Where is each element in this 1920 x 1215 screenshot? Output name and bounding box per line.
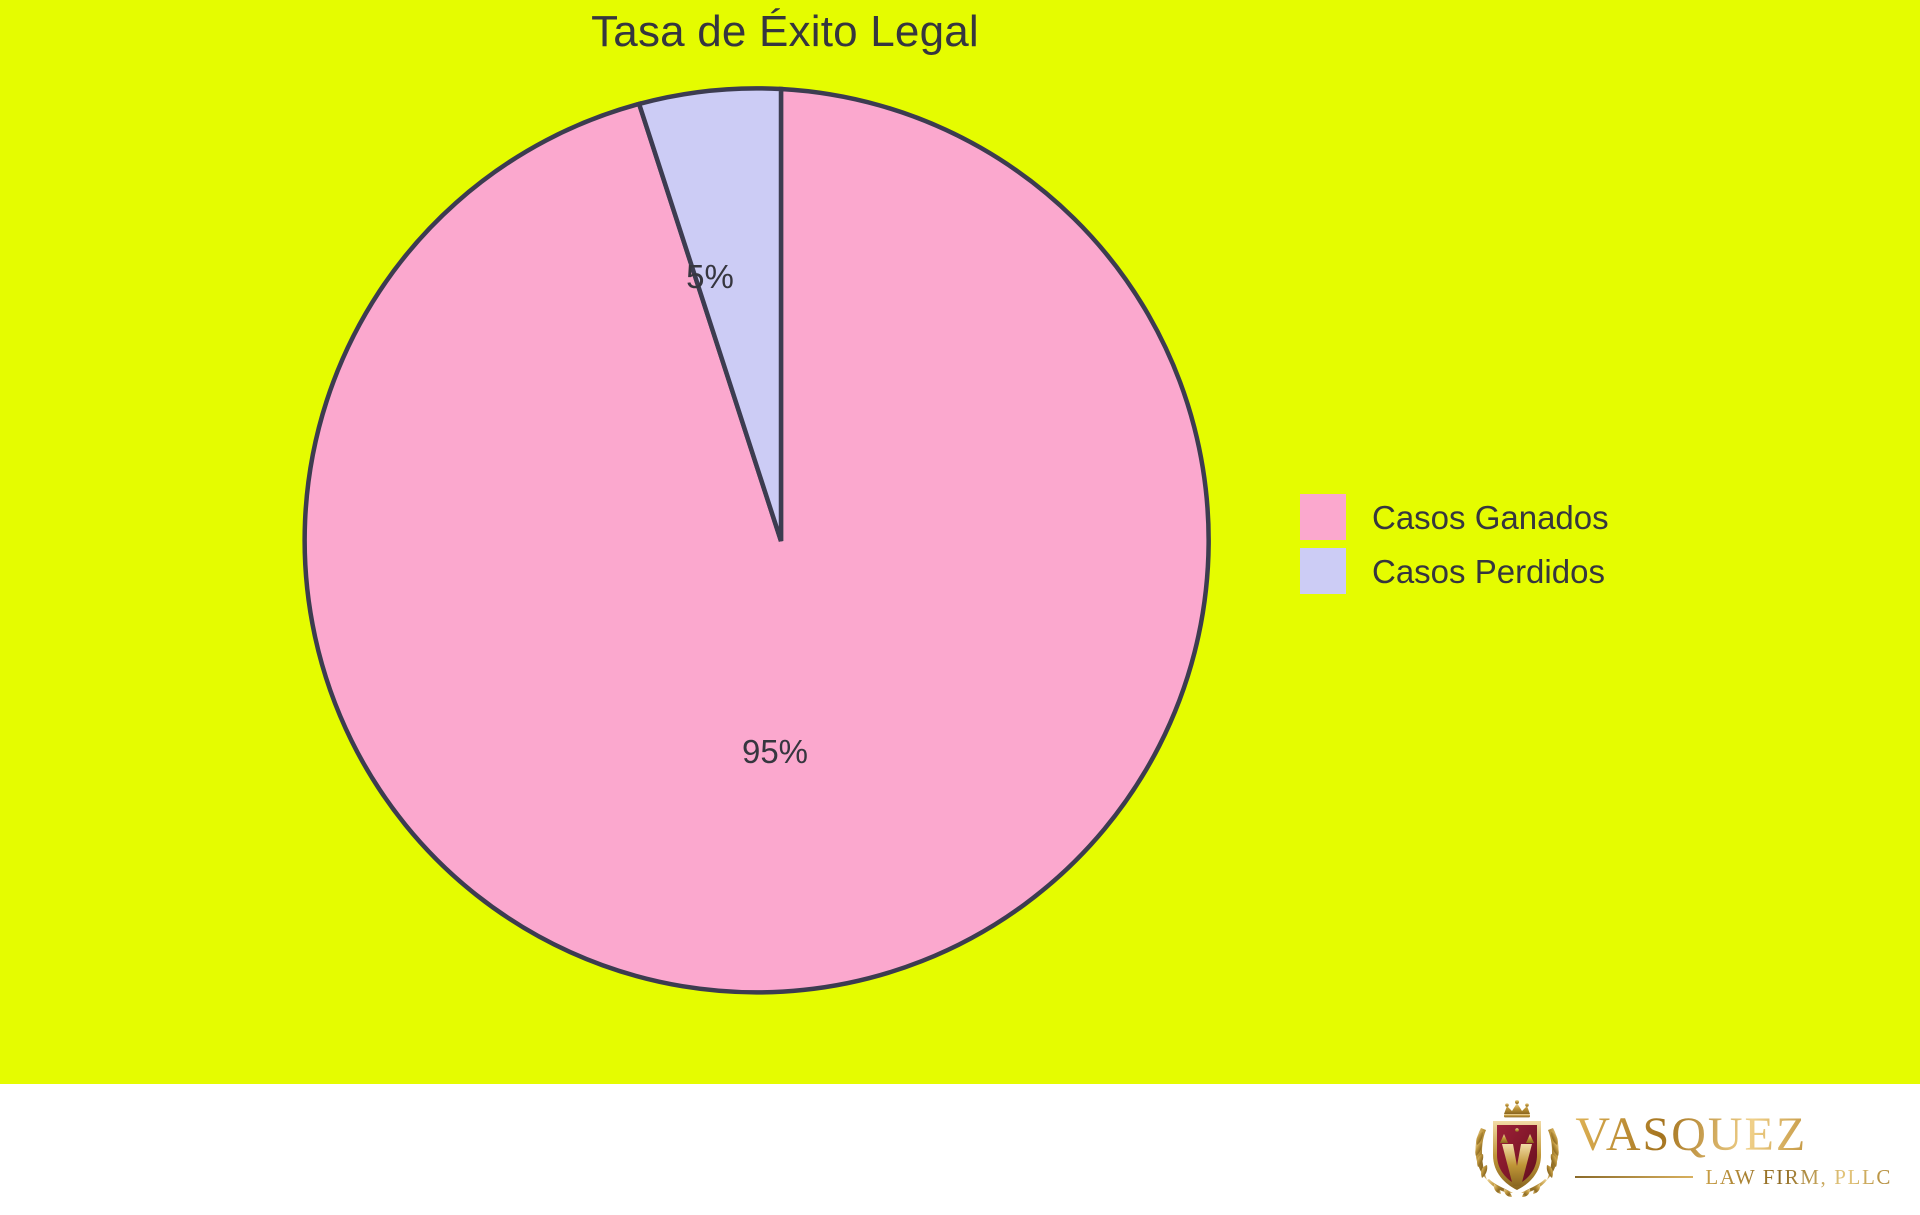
shield-crest-icon <box>1475 1100 1560 1197</box>
letter-v-monogram <box>1502 1144 1533 1186</box>
logo-wordmark: VASQUEZ <box>1575 1110 1892 1159</box>
crown-icon <box>1504 1100 1531 1118</box>
legend-swatch-icon-casos-perdidos <box>1300 548 1346 594</box>
laurel-wreath-right-icon <box>1521 1128 1560 1197</box>
legend-label-casos-ganados: Casos Ganados <box>1372 498 1609 536</box>
logo-tagline: LAW FIRM, PLLC <box>1705 1164 1892 1189</box>
footer-bar: VASQUEZ LAW FIRM, PLLC <box>0 1084 1920 1215</box>
logo-divider-rule <box>1575 1176 1694 1178</box>
chart-legend: Casos Ganados Casos Perdidos <box>1300 490 1720 598</box>
pie-chart-svg: 5% 95% <box>302 86 1211 995</box>
chart-panel: Tasa de Éxito Legal 5% 95% Casos Ganados… <box>0 0 1920 1084</box>
legend-swatch-icon-casos-ganados <box>1300 494 1346 540</box>
legend-item-casos-ganados[interactable]: Casos Ganados <box>1300 490 1720 544</box>
legend-item-casos-perdidos[interactable]: Casos Perdidos <box>1300 544 1720 598</box>
logo-tagline-row: LAW FIRM, PLLC <box>1575 1165 1892 1190</box>
shield-field <box>1497 1125 1538 1185</box>
pie-slice-casos-perdidos[interactable] <box>636 86 784 542</box>
chart-title: Tasa de Éxito Legal <box>591 7 979 56</box>
legend-label-casos-perdidos: Casos Perdidos <box>1372 552 1605 590</box>
laurel-wreath-left-icon <box>1475 1128 1514 1197</box>
vasquez-law-firm-logo[interactable]: VASQUEZ LAW FIRM, PLLC <box>1471 1098 1892 1202</box>
pie-slice-casos-ganados[interactable] <box>302 86 1211 995</box>
pie-slice-label-casos-ganados: 95% <box>742 733 808 770</box>
logo-text-block: VASQUEZ LAW FIRM, PLLC <box>1575 1110 1892 1190</box>
pie-slice-label-casos-perdidos: 5% <box>686 258 734 295</box>
pie-chart: 5% 95% <box>302 85 1237 997</box>
